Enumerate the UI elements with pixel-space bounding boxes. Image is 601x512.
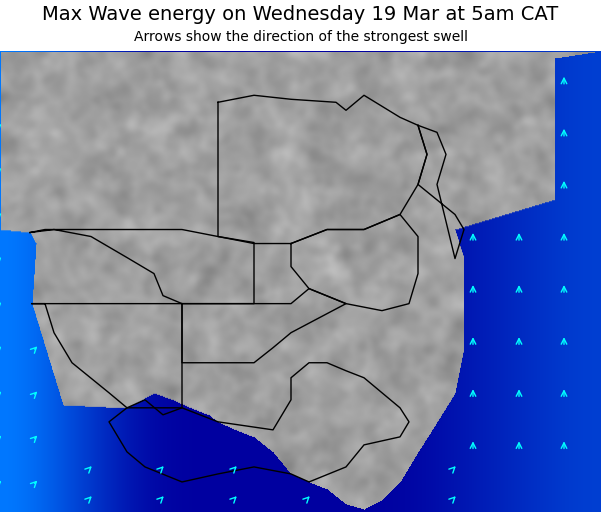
Text: Max Wave energy on Wednesday 19 Mar at 5am CAT: Max Wave energy on Wednesday 19 Mar at 5… — [43, 5, 558, 24]
Text: Arrows show the direction of the strongest swell: Arrows show the direction of the stronge… — [133, 30, 468, 44]
